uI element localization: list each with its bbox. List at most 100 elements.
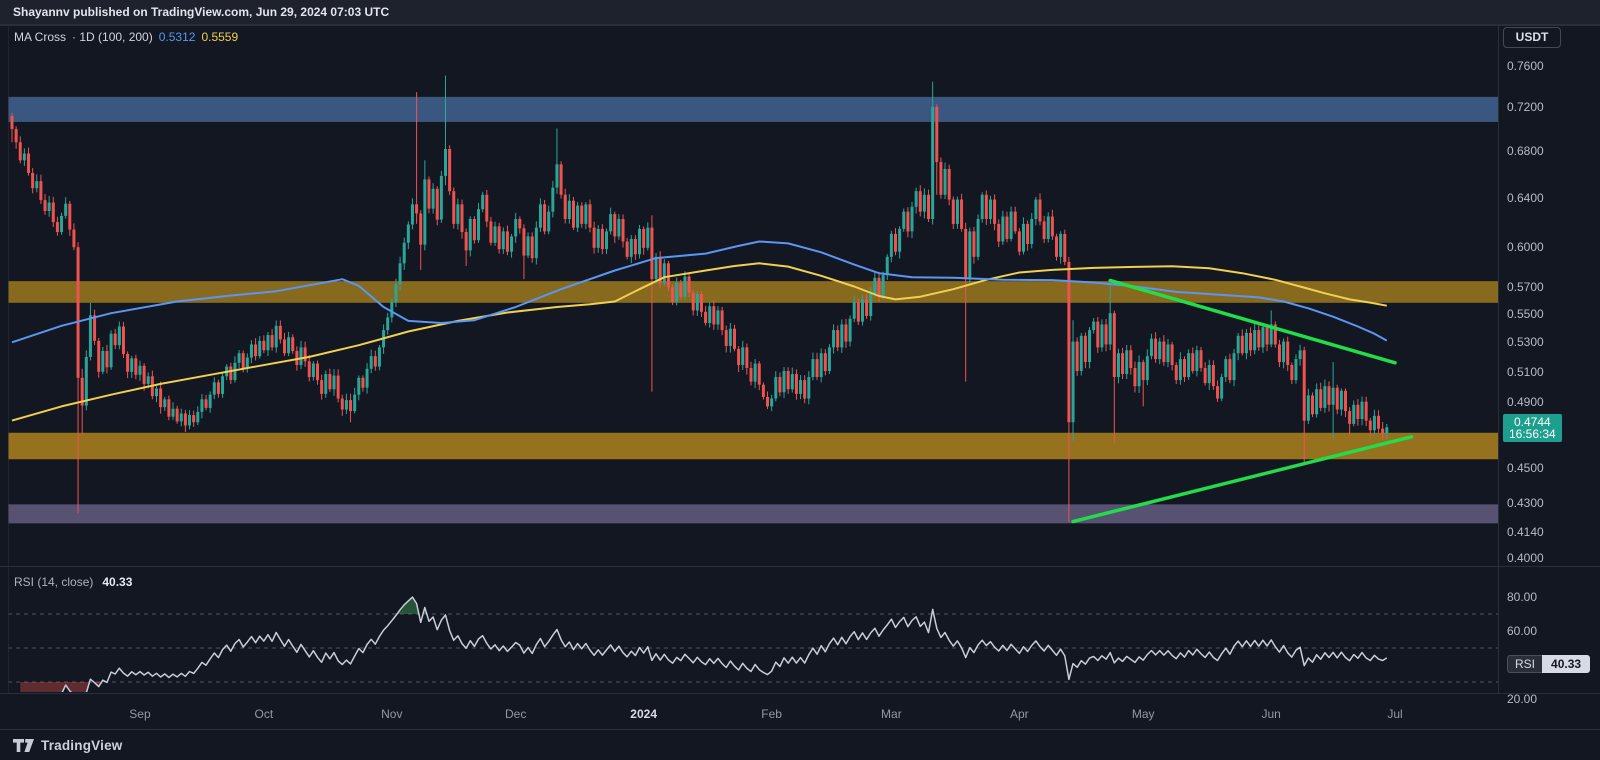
trendline-ascending-support[interactable] [1071, 435, 1414, 524]
price-tick-label: 0.4900 [1507, 395, 1544, 410]
candle-body [1013, 211, 1017, 232]
ma200-line[interactable] [11, 262, 1387, 422]
candle-body [481, 194, 485, 210]
candle-body [567, 200, 571, 219]
candle-body [629, 238, 633, 257]
time-axis-label-may: May [1131, 707, 1155, 721]
candle-body [1046, 216, 1050, 239]
candle-body [1021, 223, 1025, 252]
candle-body [68, 203, 72, 230]
time-axis-label-2024: 2024 [630, 707, 658, 721]
indicator-legend[interactable]: MA Cross · 1D (100, 200) 0.5312 0.5559 [14, 30, 238, 44]
candle-body [1100, 324, 1104, 348]
candle-body [171, 408, 175, 417]
candle-body [922, 194, 926, 212]
publish-bar: Shayannv published on TradingView.com, J… [0, 0, 1600, 25]
time-axis-label-apr: Apr [1010, 707, 1029, 721]
publish-text: Shayannv published on TradingView.com, J… [13, 5, 390, 19]
rsi-overbought-fill [397, 597, 419, 614]
candle-body [902, 211, 906, 229]
candle-body [1026, 223, 1030, 245]
rsi-legend[interactable]: RSI (14, close) 40.33 [14, 575, 132, 589]
candle-body [320, 380, 324, 394]
last-price: 0.4744 [1514, 415, 1551, 430]
quote-currency-button[interactable]: USDT [1503, 27, 1561, 48]
candle-body [844, 324, 848, 342]
candle-body [609, 214, 613, 232]
candle-body [10, 116, 14, 130]
candle-body [1282, 341, 1286, 363]
candle-body [1199, 350, 1203, 369]
candle-body [671, 287, 675, 303]
candle-body [518, 218, 522, 229]
candle-body [1232, 353, 1236, 381]
candle-body [699, 293, 703, 312]
price-axis[interactable]: 0.4744 16:56:34 RSI 40.33 0.7600 0.7200 0.… [1498, 25, 1600, 730]
candle-body [1273, 324, 1277, 345]
candle-body [576, 205, 580, 228]
candle-body [1154, 338, 1158, 360]
candle-body [571, 200, 575, 228]
candle-body [976, 218, 980, 257]
candle-body [369, 356, 373, 369]
candle-body [1290, 365, 1294, 381]
candle-body [35, 181, 39, 189]
candle-body [778, 377, 782, 393]
candle-body [935, 106, 939, 163]
rsi-title[interactable]: RSI (14, close) [14, 575, 94, 589]
price-tick-label: 0.7600 [1507, 59, 1544, 73]
candle-body [836, 330, 840, 348]
candle-body [832, 330, 836, 348]
candle-body [109, 333, 113, 368]
candle-body [1315, 389, 1319, 415]
indicator-title[interactable]: MA Cross [14, 30, 67, 44]
trendline-descending-resistance[interactable] [1108, 278, 1397, 365]
candle-body [786, 371, 790, 390]
price-tick-label: 0.5300 [1507, 335, 1544, 350]
candle-body [328, 374, 332, 390]
candle-body [1302, 350, 1306, 421]
price-tick-label: 0.4000 [1507, 551, 1544, 565]
candle-body [349, 400, 353, 412]
candle-body [898, 228, 902, 252]
time-axis[interactable]: Sep Oct Nov Dec 2024 Feb Mar Apr May Jun Jul [0, 693, 1600, 730]
candle-body [993, 199, 997, 224]
candle-body [266, 335, 270, 351]
candle-body [427, 179, 431, 209]
candle-body [353, 394, 357, 412]
candle-body [737, 348, 741, 366]
candle-body [278, 325, 282, 340]
candle-body [1377, 415, 1381, 429]
candle-body [1182, 359, 1186, 378]
tradingview-logo-icon[interactable] [13, 738, 34, 752]
candle-body [295, 351, 299, 366]
candle-body [390, 302, 394, 318]
candlestick-chart[interactable] [0, 0, 1600, 730]
candle-body [1360, 401, 1364, 420]
candle-body [848, 318, 852, 342]
candle-body [126, 353, 130, 372]
candle-body [113, 333, 117, 346]
candle-body [881, 275, 885, 297]
candle-body [365, 368, 369, 388]
candle-body [893, 233, 897, 252]
candle-body [774, 377, 778, 399]
candle-body [64, 203, 68, 216]
candle-body [1067, 262, 1071, 423]
time-axis-label-sep: Sep [129, 707, 151, 721]
rsi-pane[interactable] [8, 596, 1498, 730]
candle-body [208, 394, 212, 408]
candle-body [1352, 404, 1356, 424]
candle-body [303, 347, 307, 362]
candle-body [316, 363, 320, 381]
candle-body [1059, 233, 1063, 257]
ma100-line[interactable] [11, 240, 1388, 344]
candle-body [1220, 377, 1224, 399]
candle-body [1294, 359, 1298, 381]
tradingview-brand[interactable]: TradingView [41, 737, 123, 753]
footer: TradingView [0, 730, 1600, 760]
rsi-line[interactable] [20, 596, 1388, 730]
candle-body [790, 374, 794, 390]
price-pane[interactable] [8, 75, 1498, 524]
candle-body [1277, 344, 1281, 363]
